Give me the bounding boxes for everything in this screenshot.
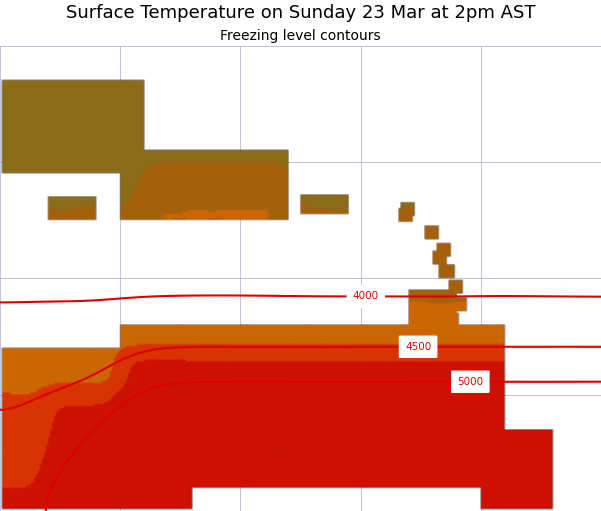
Text: Freezing level contours: Freezing level contours [220,29,381,43]
Text: Surface Temperature on Sunday 23 Mar at 2pm AST: Surface Temperature on Sunday 23 Mar at … [66,4,535,22]
Text: 4500: 4500 [405,342,432,352]
Text: 5000: 5000 [457,377,483,387]
Text: 4000: 4000 [353,291,379,301]
